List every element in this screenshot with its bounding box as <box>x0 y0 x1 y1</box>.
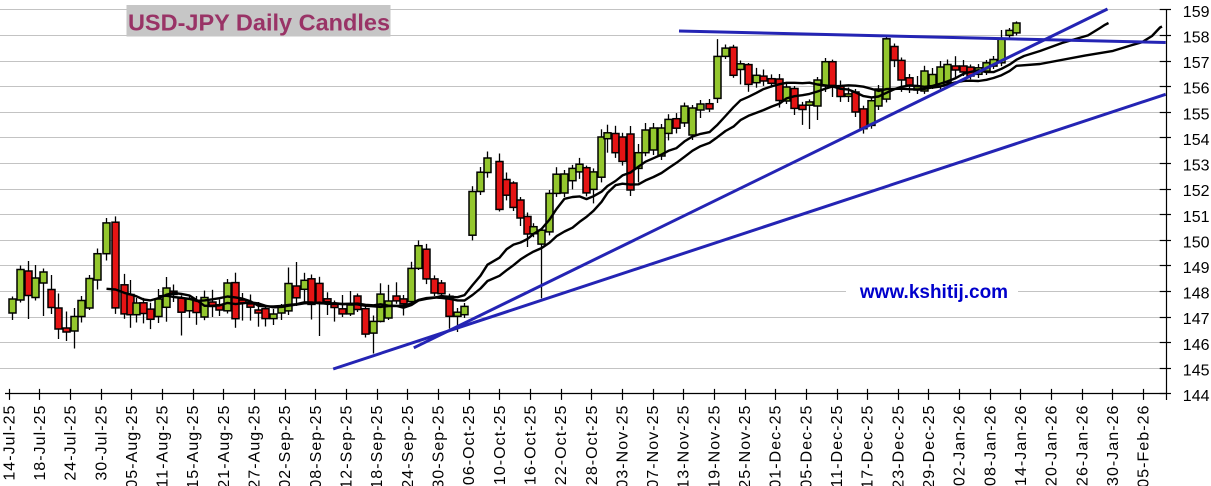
svg-text:155: 155 <box>1183 106 1210 123</box>
svg-text:12-Sep-25: 12-Sep-25 <box>339 405 356 486</box>
svg-text:05-Aug-25: 05-Aug-25 <box>124 405 141 486</box>
svg-text:159: 159 <box>1183 4 1210 21</box>
svg-text:14-Jan-26: 14-Jan-26 <box>1013 405 1030 486</box>
svg-text:05-Dec-25: 05-Dec-25 <box>798 405 815 486</box>
svg-text:145: 145 <box>1183 362 1210 379</box>
svg-text:27-Aug-25: 27-Aug-25 <box>247 405 264 486</box>
svg-text:158: 158 <box>1183 30 1210 47</box>
svg-text:25-Nov-25: 25-Nov-25 <box>737 405 754 486</box>
svg-text:17-Dec-25: 17-Dec-25 <box>860 405 877 486</box>
svg-text:29-Dec-25: 29-Dec-25 <box>921 405 938 486</box>
svg-text:30-Jul-25: 30-Jul-25 <box>93 405 110 481</box>
svg-text:USD-JPY Daily Candles: USD-JPY Daily Candles <box>128 10 390 36</box>
svg-text:10-Oct-25: 10-Oct-25 <box>492 405 509 486</box>
svg-text:05-Feb-26: 05-Feb-26 <box>1136 405 1153 486</box>
svg-text:154: 154 <box>1183 132 1210 149</box>
svg-text:147: 147 <box>1183 311 1210 328</box>
svg-text:06-Oct-25: 06-Oct-25 <box>461 405 478 486</box>
svg-text:146: 146 <box>1183 337 1210 354</box>
svg-text:149: 149 <box>1183 260 1210 277</box>
svg-text:150: 150 <box>1183 234 1210 251</box>
svg-text:13-Nov-25: 13-Nov-25 <box>676 405 693 486</box>
svg-text:11-Dec-25: 11-Dec-25 <box>829 405 846 486</box>
svg-text:157: 157 <box>1183 55 1210 72</box>
svg-text:18-Sep-25: 18-Sep-25 <box>369 405 386 486</box>
svg-text:28-Oct-25: 28-Oct-25 <box>584 405 601 486</box>
svg-text:148: 148 <box>1183 286 1210 303</box>
svg-text:14-Jul-25: 14-Jul-25 <box>1 405 18 481</box>
svg-text:151: 151 <box>1183 209 1210 226</box>
svg-text:08-Jan-26: 08-Jan-26 <box>982 405 999 486</box>
svg-text:30-Sep-25: 30-Sep-25 <box>431 405 448 486</box>
svg-text:08-Sep-25: 08-Sep-25 <box>308 405 325 486</box>
svg-text:153: 153 <box>1183 158 1210 175</box>
svg-text:156: 156 <box>1183 81 1210 98</box>
svg-text:02-Sep-25: 02-Sep-25 <box>277 405 294 486</box>
svg-text:www.kshitij.com: www.kshitij.com <box>859 282 1008 303</box>
svg-text:24-Sep-25: 24-Sep-25 <box>400 405 417 486</box>
svg-text:03-Nov-25: 03-Nov-25 <box>614 405 631 486</box>
svg-text:11-Aug-25: 11-Aug-25 <box>155 405 172 486</box>
svg-text:30-Jan-26: 30-Jan-26 <box>1105 405 1122 486</box>
svg-text:152: 152 <box>1183 183 1210 200</box>
svg-text:21-Aug-25: 21-Aug-25 <box>216 405 233 486</box>
svg-text:19-Nov-25: 19-Nov-25 <box>706 405 723 486</box>
svg-text:23-Dec-25: 23-Dec-25 <box>890 405 907 486</box>
svg-text:16-Oct-25: 16-Oct-25 <box>523 405 540 486</box>
svg-text:07-Nov-25: 07-Nov-25 <box>645 405 662 486</box>
svg-text:01-Dec-25: 01-Dec-25 <box>768 405 785 486</box>
svg-text:26-Jan-26: 26-Jan-26 <box>1074 405 1091 486</box>
svg-text:22-Oct-25: 22-Oct-25 <box>553 405 570 486</box>
svg-text:18-Jul-25: 18-Jul-25 <box>32 405 49 481</box>
svg-text:02-Jan-26: 02-Jan-26 <box>952 405 969 486</box>
svg-text:20-Jan-26: 20-Jan-26 <box>1044 405 1061 486</box>
svg-text:15-Aug-25: 15-Aug-25 <box>185 405 202 486</box>
svg-text:144: 144 <box>1183 388 1210 405</box>
svg-text:24-Jul-25: 24-Jul-25 <box>63 405 80 481</box>
